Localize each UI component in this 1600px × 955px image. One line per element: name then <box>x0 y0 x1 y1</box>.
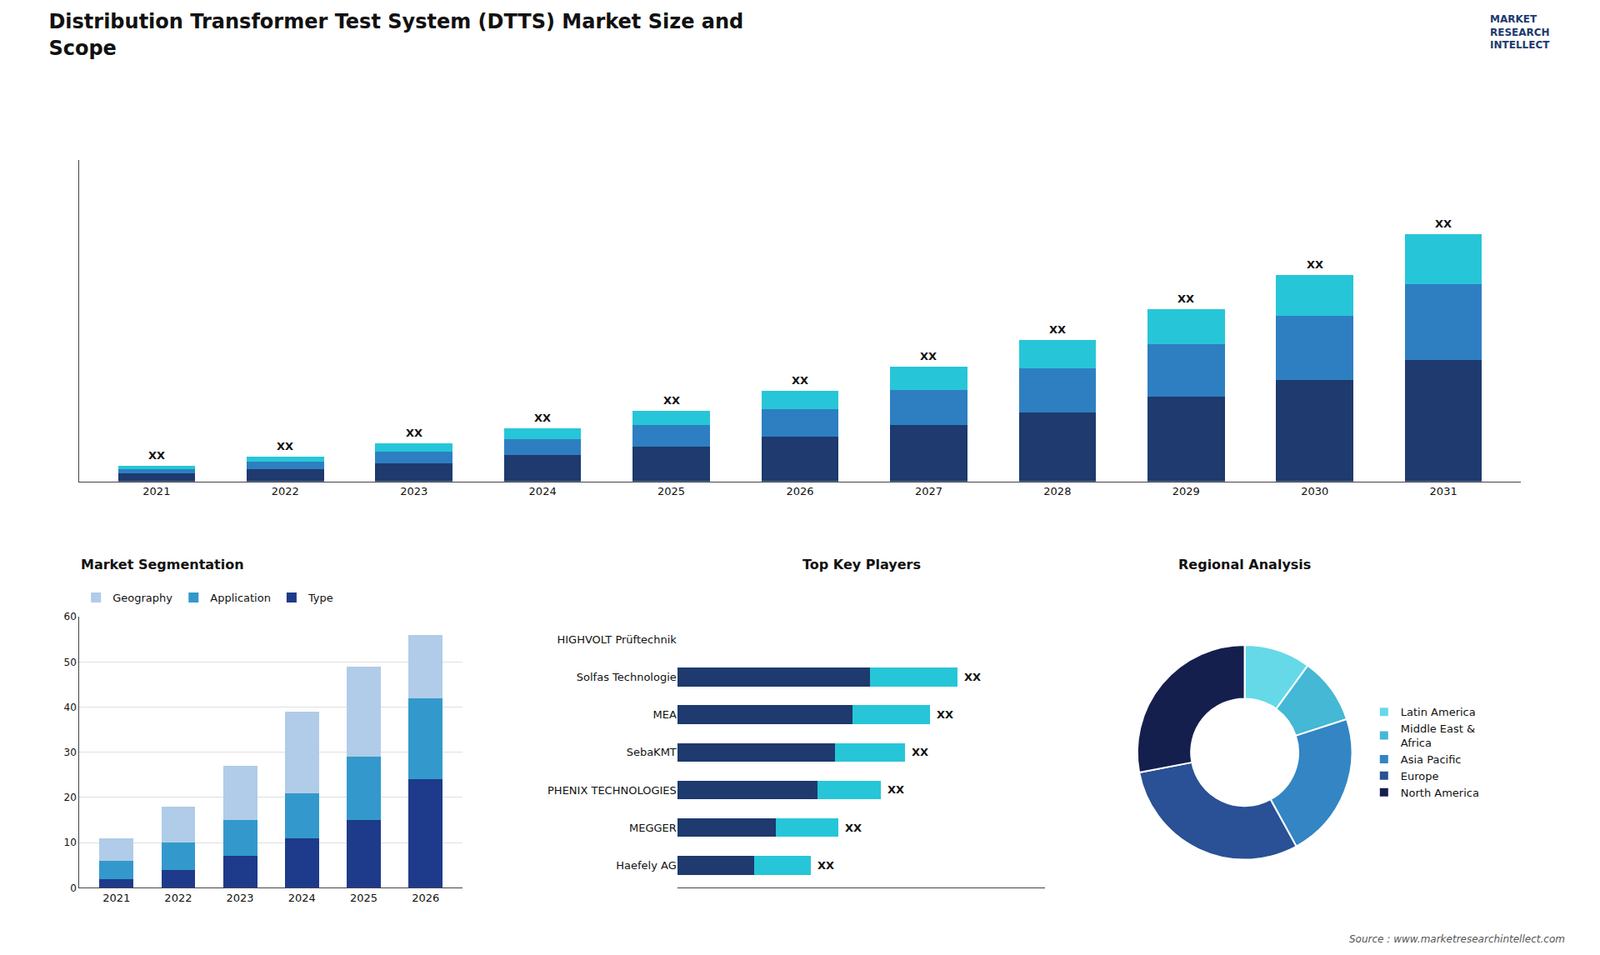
svg-text:PHENIX TECHNOLOGIES: PHENIX TECHNOLOGIES <box>547 784 677 797</box>
svg-text:XX: XX <box>936 708 954 721</box>
svg-text:MARKETRESEARCHINTELLECT: MARKETRESEARCHINTELLECT <box>1490 13 1550 51</box>
svg-text:Europe: Europe <box>1400 770 1440 783</box>
svg-text:Top Key Players: Top Key Players <box>802 556 921 573</box>
svg-text:Middle East &Africa: Middle East &Africa <box>1400 722 1475 750</box>
svg-text:10: 10 <box>64 836 77 849</box>
svg-text:2023: 2023 <box>400 485 428 498</box>
svg-text:HIGHVOLT Prüftechnik: HIGHVOLT Prüftechnik <box>557 633 678 646</box>
svg-text:60: 60 <box>64 610 77 623</box>
svg-text:XX: XX <box>534 411 551 425</box>
svg-text:SebaKMT: SebaKMT <box>626 745 677 759</box>
svg-text:0: 0 <box>70 882 77 895</box>
svg-text:2027: 2027 <box>915 485 943 498</box>
svg-text:XX: XX <box>148 449 165 462</box>
svg-text:Geography: Geography <box>112 591 173 605</box>
svg-text:XX: XX <box>1049 323 1066 336</box>
svg-text:2026: 2026 <box>785 485 814 498</box>
svg-text:50: 50 <box>64 656 77 669</box>
svg-text:XX: XX <box>276 440 294 453</box>
svg-text:2022: 2022 <box>164 891 192 905</box>
svg-text:2028: 2028 <box>1043 485 1071 498</box>
svg-text:2030: 2030 <box>1300 485 1329 498</box>
svg-text:Latin America: Latin America <box>1400 705 1476 719</box>
svg-text:XX: XX <box>845 821 862 835</box>
svg-text:MEA: MEA <box>652 708 676 721</box>
svg-text:40: 40 <box>64 701 77 714</box>
svg-text:Source : www.marketresearchint: Source : www.marketresearchintellect.com <box>1349 933 1565 945</box>
svg-text:2023: 2023 <box>226 891 255 905</box>
svg-text:2031: 2031 <box>1430 485 1458 498</box>
svg-text:20: 20 <box>64 791 77 804</box>
svg-text:North America: North America <box>1400 786 1480 800</box>
svg-text:XX: XX <box>1177 292 1195 305</box>
svg-text:30: 30 <box>64 746 77 759</box>
svg-text:Haefely AG: Haefely AG <box>615 859 677 872</box>
svg-text:2024: 2024 <box>288 891 316 905</box>
svg-text:XX: XX <box>887 783 905 796</box>
svg-text:Type: Type <box>307 591 334 605</box>
svg-text:2021: 2021 <box>142 485 170 498</box>
svg-text:Application: Application <box>210 591 271 605</box>
svg-text:MEGGER: MEGGER <box>629 821 677 835</box>
svg-text:XX: XX <box>405 426 423 440</box>
svg-text:2024: 2024 <box>529 485 557 498</box>
svg-text:2029: 2029 <box>1172 485 1200 498</box>
svg-text:XX: XX <box>817 859 835 872</box>
svg-text:Asia Pacific: Asia Pacific <box>1400 753 1462 766</box>
svg-text:Regional Analysis: Regional Analysis <box>1178 556 1311 573</box>
svg-text:2021: 2021 <box>102 891 130 905</box>
svg-text:Distribution Transformer Test: Distribution Transformer Test System (DT… <box>48 10 744 60</box>
svg-text:XX: XX <box>1306 258 1324 271</box>
svg-text:XX: XX <box>791 374 809 387</box>
svg-text:2025: 2025 <box>350 891 378 905</box>
svg-text:2022: 2022 <box>271 485 300 498</box>
svg-text:Market Segmentation: Market Segmentation <box>80 556 245 573</box>
svg-text:XX: XX <box>920 350 937 363</box>
svg-text:Solfas Technologie: Solfas Technologie <box>576 670 677 684</box>
svg-text:2025: 2025 <box>657 485 685 498</box>
svg-text:2026: 2026 <box>411 891 440 905</box>
svg-text:XX: XX <box>663 394 680 407</box>
svg-text:XX: XX <box>964 670 981 684</box>
svg-text:XX: XX <box>1435 217 1452 230</box>
svg-text:XX: XX <box>911 745 929 759</box>
